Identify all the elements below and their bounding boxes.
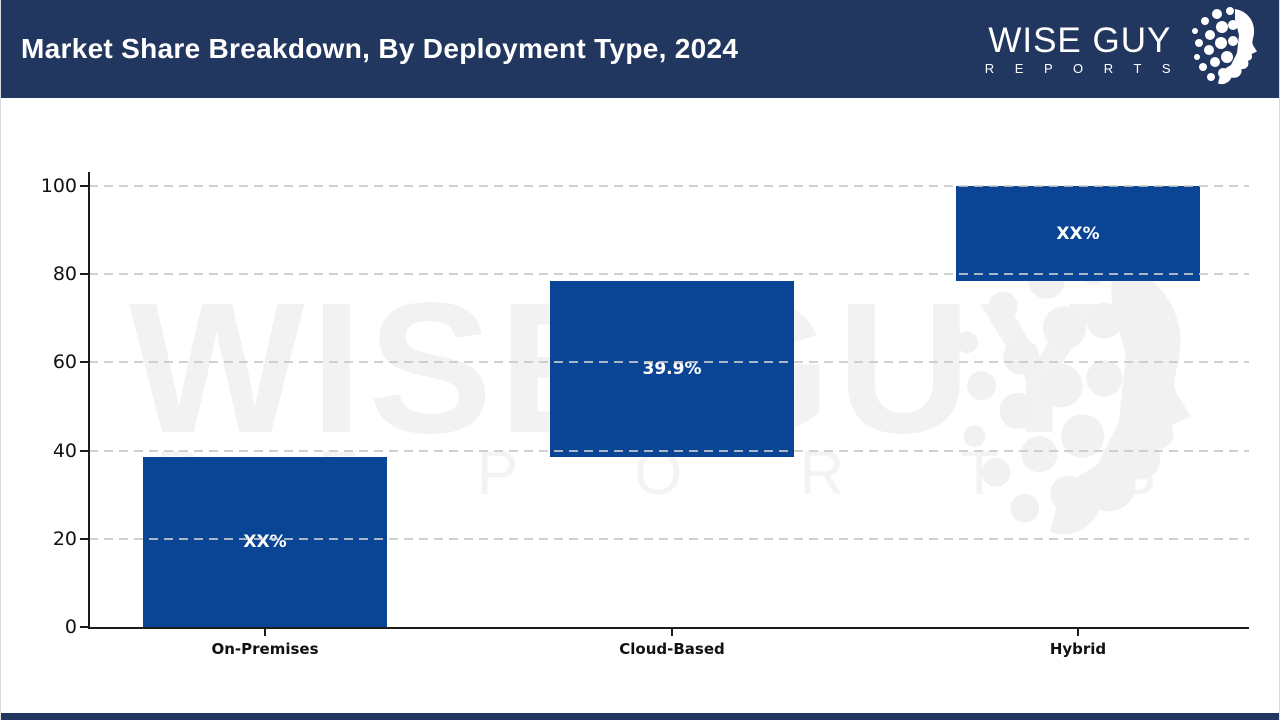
chart-title: Market Share Breakdown, By Deployment Ty… — [21, 33, 739, 64]
bar-hybrid: XX% — [956, 186, 1200, 282]
bar-value-label: XX% — [1056, 223, 1100, 244]
x-category-label: On-Premises — [211, 640, 319, 658]
brand-name: WISE GUY — [988, 21, 1172, 60]
x-tickmark — [671, 629, 673, 636]
gridline — [89, 449, 1249, 452]
y-tickmark — [80, 185, 89, 187]
y-tick-label: 20 — [52, 527, 77, 550]
footer-bar — [1, 713, 1279, 720]
gridline — [89, 273, 1249, 276]
y-axis — [88, 172, 90, 629]
y-tick-label: 60 — [52, 351, 77, 374]
brand-logo: WISE GUY R E P O R T S — [981, 5, 1257, 94]
x-axis — [89, 627, 1249, 629]
bar-cloud-based: 39.9% — [550, 281, 794, 458]
y-tickmark — [80, 273, 89, 276]
x-category-label: Cloud-Based — [619, 640, 725, 658]
gridline — [89, 361, 1249, 364]
y-tickmark — [80, 449, 89, 452]
y-tickmark — [80, 361, 89, 364]
y-tick-label: 40 — [52, 439, 77, 462]
gridline — [89, 537, 1249, 540]
bar-on-premises: XX% — [143, 457, 387, 627]
y-tick-label: 80 — [52, 263, 77, 286]
x-category-label: Hybrid — [1049, 640, 1107, 658]
brand-subtitle: R E P O R T S — [984, 61, 1179, 76]
y-tickmark — [80, 626, 89, 628]
dotted-head-logo-icon — [1185, 5, 1257, 94]
x-tickmark — [264, 629, 266, 636]
bar-value-label: 39.9% — [642, 359, 702, 380]
bar-value-label: XX% — [243, 532, 287, 553]
y-tick-label: 100 — [40, 175, 77, 197]
x-tickmark — [1077, 629, 1079, 636]
gridline — [89, 185, 1249, 187]
header-bar: Market Share Breakdown, By Deployment Ty… — [1, 0, 1279, 98]
y-tick-label: 0 — [64, 616, 77, 638]
y-tickmark — [80, 537, 89, 540]
brand-logo-text: WISE GUY R E P O R T S — [981, 23, 1179, 75]
